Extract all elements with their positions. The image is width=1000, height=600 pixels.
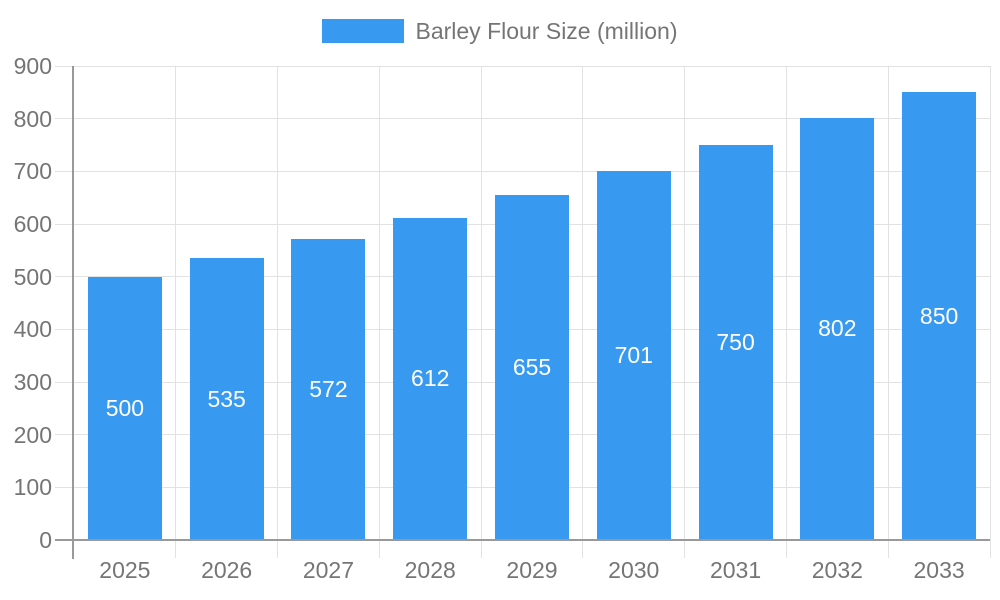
x-axis-tick-label: 2033 [913, 557, 965, 583]
legend: Barley Flour Size (million) [0, 19, 1000, 43]
y-axis-tick-label: 600 [13, 211, 52, 237]
x-axis-tick-label: 2031 [709, 557, 762, 583]
x-axis-tick-label: 2028 [404, 557, 456, 583]
y-axis-line [72, 66, 74, 559]
bar-value-label: 701 [614, 341, 653, 368]
gridline-y [55, 170, 990, 172]
y-axis-tick-label: 100 [13, 474, 52, 501]
y-axis-tick-label: 300 [13, 369, 52, 395]
y-axis-tick-label: 200 [13, 421, 52, 448]
bar[interactable]: 802 [800, 117, 875, 540]
y-axis-tick-label: 700 [13, 158, 52, 185]
bar-value-label: 535 [207, 385, 246, 412]
bar[interactable]: 850 [902, 92, 977, 540]
x-axis-tick-label: 2029 [506, 557, 558, 583]
x-axis-tick-label: 2025 [99, 557, 151, 583]
gridline-y [55, 65, 990, 67]
y-axis-tick-label: 500 [13, 263, 52, 290]
gridline-x [887, 66, 889, 558]
bar[interactable]: 612 [393, 217, 468, 540]
bar[interactable]: 701 [596, 170, 671, 540]
y-axis-tick-label: 900 [13, 53, 52, 79]
gridline-x [582, 66, 584, 558]
legend-label: Barley Flour Size (million) [415, 18, 678, 44]
gridline-x [378, 66, 380, 558]
bar-value-label: 802 [818, 315, 857, 342]
gridline-x [175, 66, 177, 558]
x-axis-line [55, 539, 990, 541]
gridline-x [785, 66, 787, 558]
bar-value-label: 572 [309, 375, 348, 402]
gridline-x [684, 66, 686, 558]
x-axis-tick-label: 2032 [811, 557, 863, 583]
bar-value-label: 850 [919, 302, 959, 329]
bar-value-label: 500 [105, 394, 145, 421]
gridline-x [989, 66, 991, 558]
bar[interactable]: 655 [495, 195, 569, 540]
x-axis-tick-label: 2030 [608, 557, 660, 583]
y-axis-tick-label: 800 [13, 105, 52, 132]
bar[interactable]: 535 [189, 258, 264, 540]
bar-value-label: 612 [411, 365, 450, 392]
legend-swatch [322, 19, 405, 43]
bar[interactable]: 500 [87, 276, 162, 540]
bar[interactable]: 750 [698, 145, 773, 540]
x-axis-tick-label: 2026 [201, 557, 253, 583]
gridline-x [480, 66, 482, 558]
bar[interactable]: 572 [291, 238, 366, 540]
gridline-x [277, 66, 279, 558]
bar-value-label: 655 [512, 354, 552, 380]
bar-value-label: 750 [716, 329, 755, 355]
x-axis-tick-label: 2027 [302, 557, 355, 583]
y-axis-tick-label: 400 [13, 316, 52, 343]
y-axis-tick-label: 0 [39, 527, 52, 553]
gridline-y [55, 118, 990, 120]
